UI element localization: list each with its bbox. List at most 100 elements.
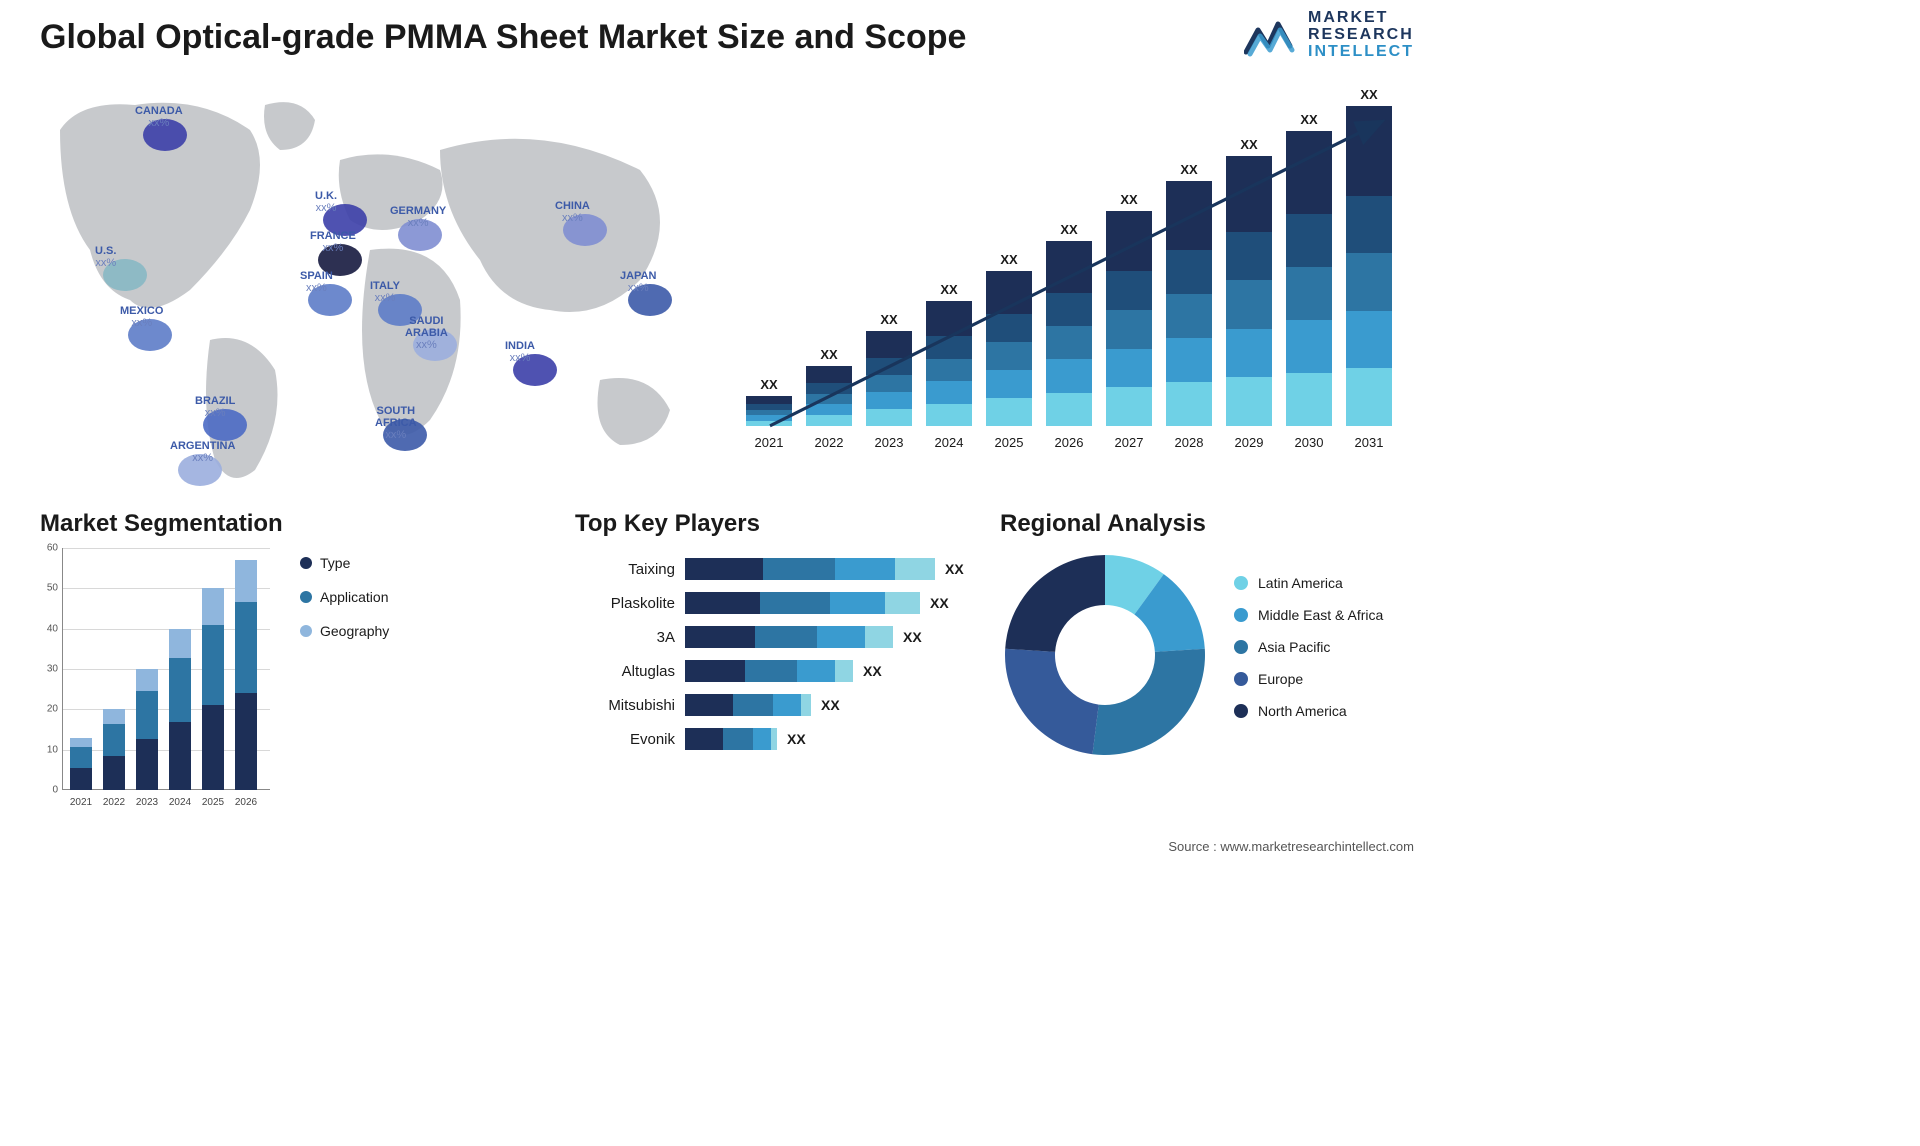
- map-country-label: CHINAxx%: [555, 200, 590, 224]
- map-country-label: U.S.xx%: [95, 245, 116, 269]
- key-player-name: Taixing: [575, 561, 685, 578]
- key-player-bar-segment: [723, 728, 753, 750]
- growth-bar-segment: [1106, 211, 1152, 271]
- segmentation-bar: [235, 560, 257, 790]
- map-country-label: U.K.xx%: [315, 190, 337, 214]
- growth-bar-segment: [866, 331, 912, 358]
- growth-bar-value: XX: [1106, 192, 1152, 207]
- key-players-title: Top Key Players: [575, 510, 985, 538]
- segmentation-y-label: 50: [40, 583, 58, 594]
- growth-bar: [1346, 106, 1392, 426]
- segmentation-bar-segment: [136, 669, 158, 691]
- growth-bar-value: XX: [806, 347, 852, 362]
- market-segmentation: Market Segmentation 01020304050602021202…: [40, 510, 380, 808]
- growth-bar-segment: [1046, 393, 1092, 426]
- key-player-bar-segment: [830, 592, 885, 614]
- growth-bar-segment: [986, 398, 1032, 426]
- segmentation-bar: [70, 738, 92, 790]
- map-country-label: GERMANYxx%: [390, 205, 446, 229]
- growth-bar-segment: [926, 336, 972, 359]
- growth-bar-year: 2029: [1226, 435, 1272, 450]
- key-player-row: 3AXX: [575, 620, 985, 654]
- growth-bar-segment: [806, 394, 852, 405]
- brand-logo: MARKET RESEARCH INTELLECT: [1244, 10, 1414, 60]
- growth-bar-segment: [866, 392, 912, 409]
- segmentation-x-label: 2024: [165, 797, 195, 808]
- growth-bar-segment: [1286, 373, 1332, 426]
- segmentation-bar-segment: [169, 629, 191, 658]
- segmentation-bar-segment: [169, 658, 191, 723]
- growth-bar-year: 2026: [1046, 435, 1092, 450]
- segmentation-bar-segment: [169, 722, 191, 790]
- map-country-label: FRANCExx%: [310, 230, 356, 254]
- segmentation-bar: [169, 629, 191, 790]
- growth-bar-segment: [866, 375, 912, 392]
- key-player-bar-segment: [760, 592, 830, 614]
- growth-bar-segment: [1106, 310, 1152, 349]
- growth-bar: [1226, 156, 1272, 426]
- key-player-bar-segment: [865, 626, 893, 648]
- growth-bar-segment: [1046, 241, 1092, 293]
- donut-slice: [1005, 649, 1099, 754]
- growth-bar-segment: [746, 421, 792, 426]
- segmentation-legend-item: Application: [300, 589, 389, 605]
- segmentation-x-label: 2026: [231, 797, 261, 808]
- growth-bar-year: 2022: [806, 435, 852, 450]
- growth-bar: [806, 366, 852, 426]
- segmentation-x-label: 2022: [99, 797, 129, 808]
- legend-swatch: [300, 557, 312, 569]
- key-player-bar-segment: [685, 660, 745, 682]
- key-player-name: Plaskolite: [575, 595, 685, 612]
- growth-bar-segment: [1226, 377, 1272, 426]
- growth-bar-segment: [1226, 280, 1272, 329]
- key-player-row: AltuglasXX: [575, 654, 985, 688]
- growth-bar-segment: [986, 370, 1032, 398]
- key-player-bar-segment: [685, 592, 760, 614]
- growth-bar-segment: [1106, 349, 1152, 388]
- regional-donut-chart: [1000, 550, 1210, 760]
- growth-bar-segment: [746, 396, 792, 404]
- segmentation-bar-segment: [103, 724, 125, 756]
- key-players: Top Key Players TaixingXXPlaskoliteXX3AX…: [575, 510, 985, 756]
- growth-bar-segment: [1166, 382, 1212, 426]
- key-player-bar-segment: [753, 728, 771, 750]
- key-player-bar-segment: [895, 558, 935, 580]
- legend-swatch: [1234, 640, 1248, 654]
- growth-bar-segment: [1166, 294, 1212, 338]
- growth-bar-segment: [806, 415, 852, 426]
- brand-logo-mark: [1244, 12, 1298, 58]
- map-country-label: ITALYxx%: [370, 280, 400, 304]
- key-player-bar: [685, 694, 811, 716]
- key-player-bar-segment: [755, 626, 817, 648]
- growth-bar-segment: [1166, 338, 1212, 382]
- segmentation-y-label: 40: [40, 623, 58, 634]
- key-player-bar: [685, 728, 777, 750]
- segmentation-bar-segment: [202, 705, 224, 790]
- map-country-label: BRAZILxx%: [195, 395, 235, 419]
- key-player-bar: [685, 660, 853, 682]
- logo-line-1: MARKET: [1308, 10, 1414, 27]
- source-text: Source : www.marketresearchintellect.com: [1168, 839, 1414, 854]
- segmentation-legend-item: Geography: [300, 623, 389, 639]
- growth-chart: XX2021XX2022XX2023XX2024XX2025XX2026XX20…: [740, 90, 1400, 480]
- regional-legend-item: North America: [1234, 703, 1383, 719]
- segmentation-y-axis: [62, 548, 63, 790]
- key-player-bar-segment: [835, 558, 895, 580]
- key-player-row: EvonikXX: [575, 722, 985, 756]
- growth-bar-segment: [866, 409, 912, 426]
- growth-bar-value: XX: [1286, 112, 1332, 127]
- segmentation-y-label: 10: [40, 744, 58, 755]
- regional-legend-item: Asia Pacific: [1234, 639, 1383, 655]
- key-player-name: Evonik: [575, 731, 685, 748]
- growth-bar-segment: [926, 404, 972, 427]
- segmentation-y-label: 60: [40, 543, 58, 554]
- growth-bar-segment: [1226, 156, 1272, 232]
- key-player-value: XX: [935, 561, 964, 577]
- growth-bar-value: XX: [1046, 222, 1092, 237]
- growth-bar-value: XX: [986, 252, 1032, 267]
- legend-swatch: [1234, 608, 1248, 622]
- segmentation-bar-segment: [136, 691, 158, 739]
- legend-label: Type: [320, 555, 350, 571]
- growth-bar-segment: [1166, 181, 1212, 250]
- map-country-label: ARGENTINAxx%: [170, 440, 235, 464]
